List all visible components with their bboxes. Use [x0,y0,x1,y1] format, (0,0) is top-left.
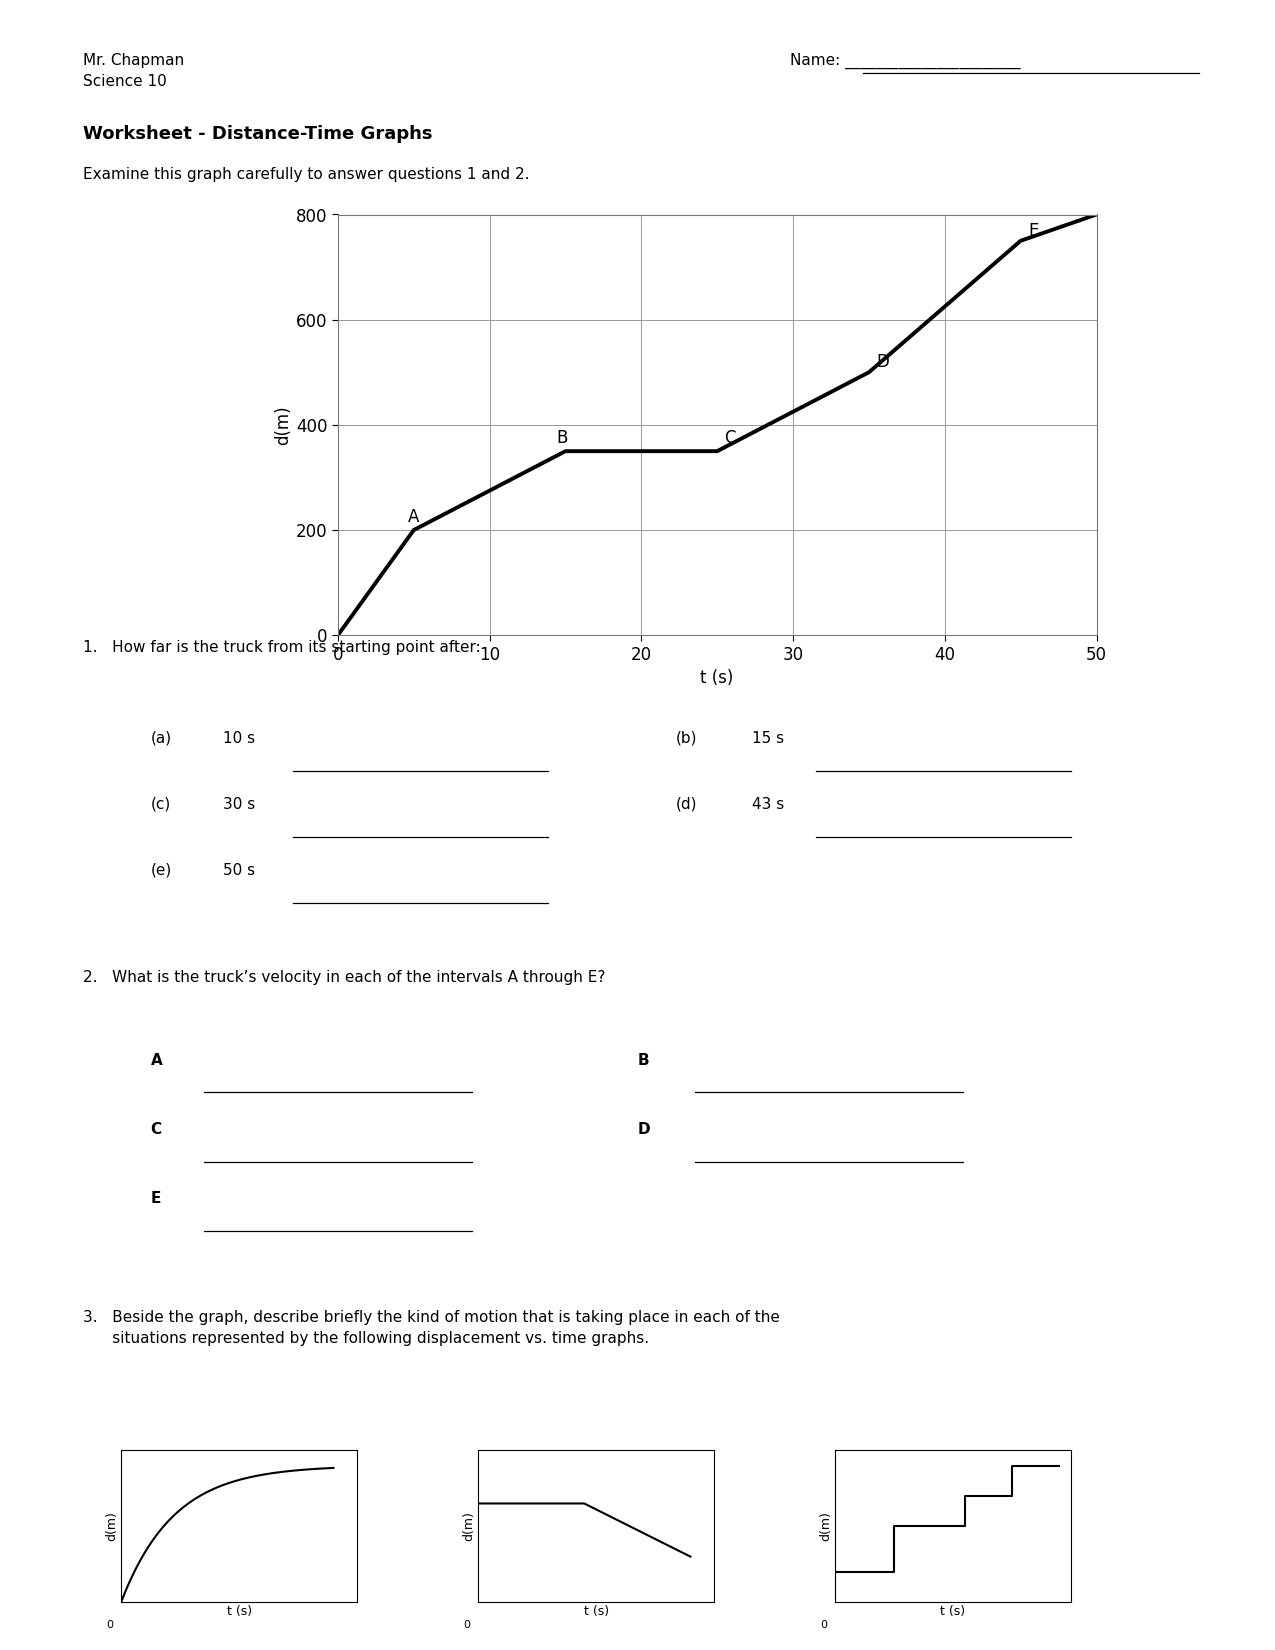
Text: 0: 0 [106,1620,112,1630]
Text: (d): (d) [676,797,697,812]
Y-axis label: d(m): d(m) [106,1511,119,1541]
Text: E: E [1028,221,1038,239]
Text: 1.   How far is the truck from its starting point after:: 1. How far is the truck from its startin… [83,640,481,655]
Text: C: C [150,1122,162,1137]
Text: A: A [150,1053,162,1068]
Text: 0: 0 [820,1620,826,1630]
Y-axis label: d(m): d(m) [820,1511,833,1541]
Text: (a): (a) [150,731,172,746]
Text: 30 s: 30 s [223,797,255,812]
X-axis label: t (s): t (s) [700,670,734,686]
Text: (c): (c) [150,797,171,812]
Text: Examine this graph carefully to answer questions 1 and 2.: Examine this graph carefully to answer q… [83,167,529,182]
Text: Mr. Chapman
Science 10: Mr. Chapman Science 10 [83,53,184,89]
X-axis label: t (s): t (s) [227,1605,251,1619]
Text: D: D [638,1122,650,1137]
Text: 0: 0 [463,1620,469,1630]
Text: 2.   What is the truck’s velocity in each of the intervals A through E?: 2. What is the truck’s velocity in each … [83,970,606,985]
Text: Worksheet - Distance-Time Graphs: Worksheet - Distance-Time Graphs [83,125,432,144]
Text: 50 s: 50 s [223,863,255,878]
Y-axis label: d(m): d(m) [274,404,292,446]
X-axis label: t (s): t (s) [941,1605,965,1619]
Text: 3.   Beside the graph, describe briefly the kind of motion that is taking place : 3. Beside the graph, describe briefly th… [83,1310,780,1346]
X-axis label: t (s): t (s) [584,1605,608,1619]
Text: D: D [876,353,889,371]
Text: E: E [150,1191,161,1206]
Y-axis label: d(m): d(m) [463,1511,476,1541]
Text: B: B [556,429,567,447]
Text: C: C [724,429,736,447]
Text: 10 s: 10 s [223,731,255,746]
Text: (e): (e) [150,863,172,878]
Text: B: B [638,1053,649,1068]
Text: 15 s: 15 s [752,731,784,746]
Text: A: A [408,508,419,526]
Text: (b): (b) [676,731,697,746]
Text: Name: _______________________: Name: _______________________ [790,53,1021,69]
Text: 43 s: 43 s [752,797,784,812]
